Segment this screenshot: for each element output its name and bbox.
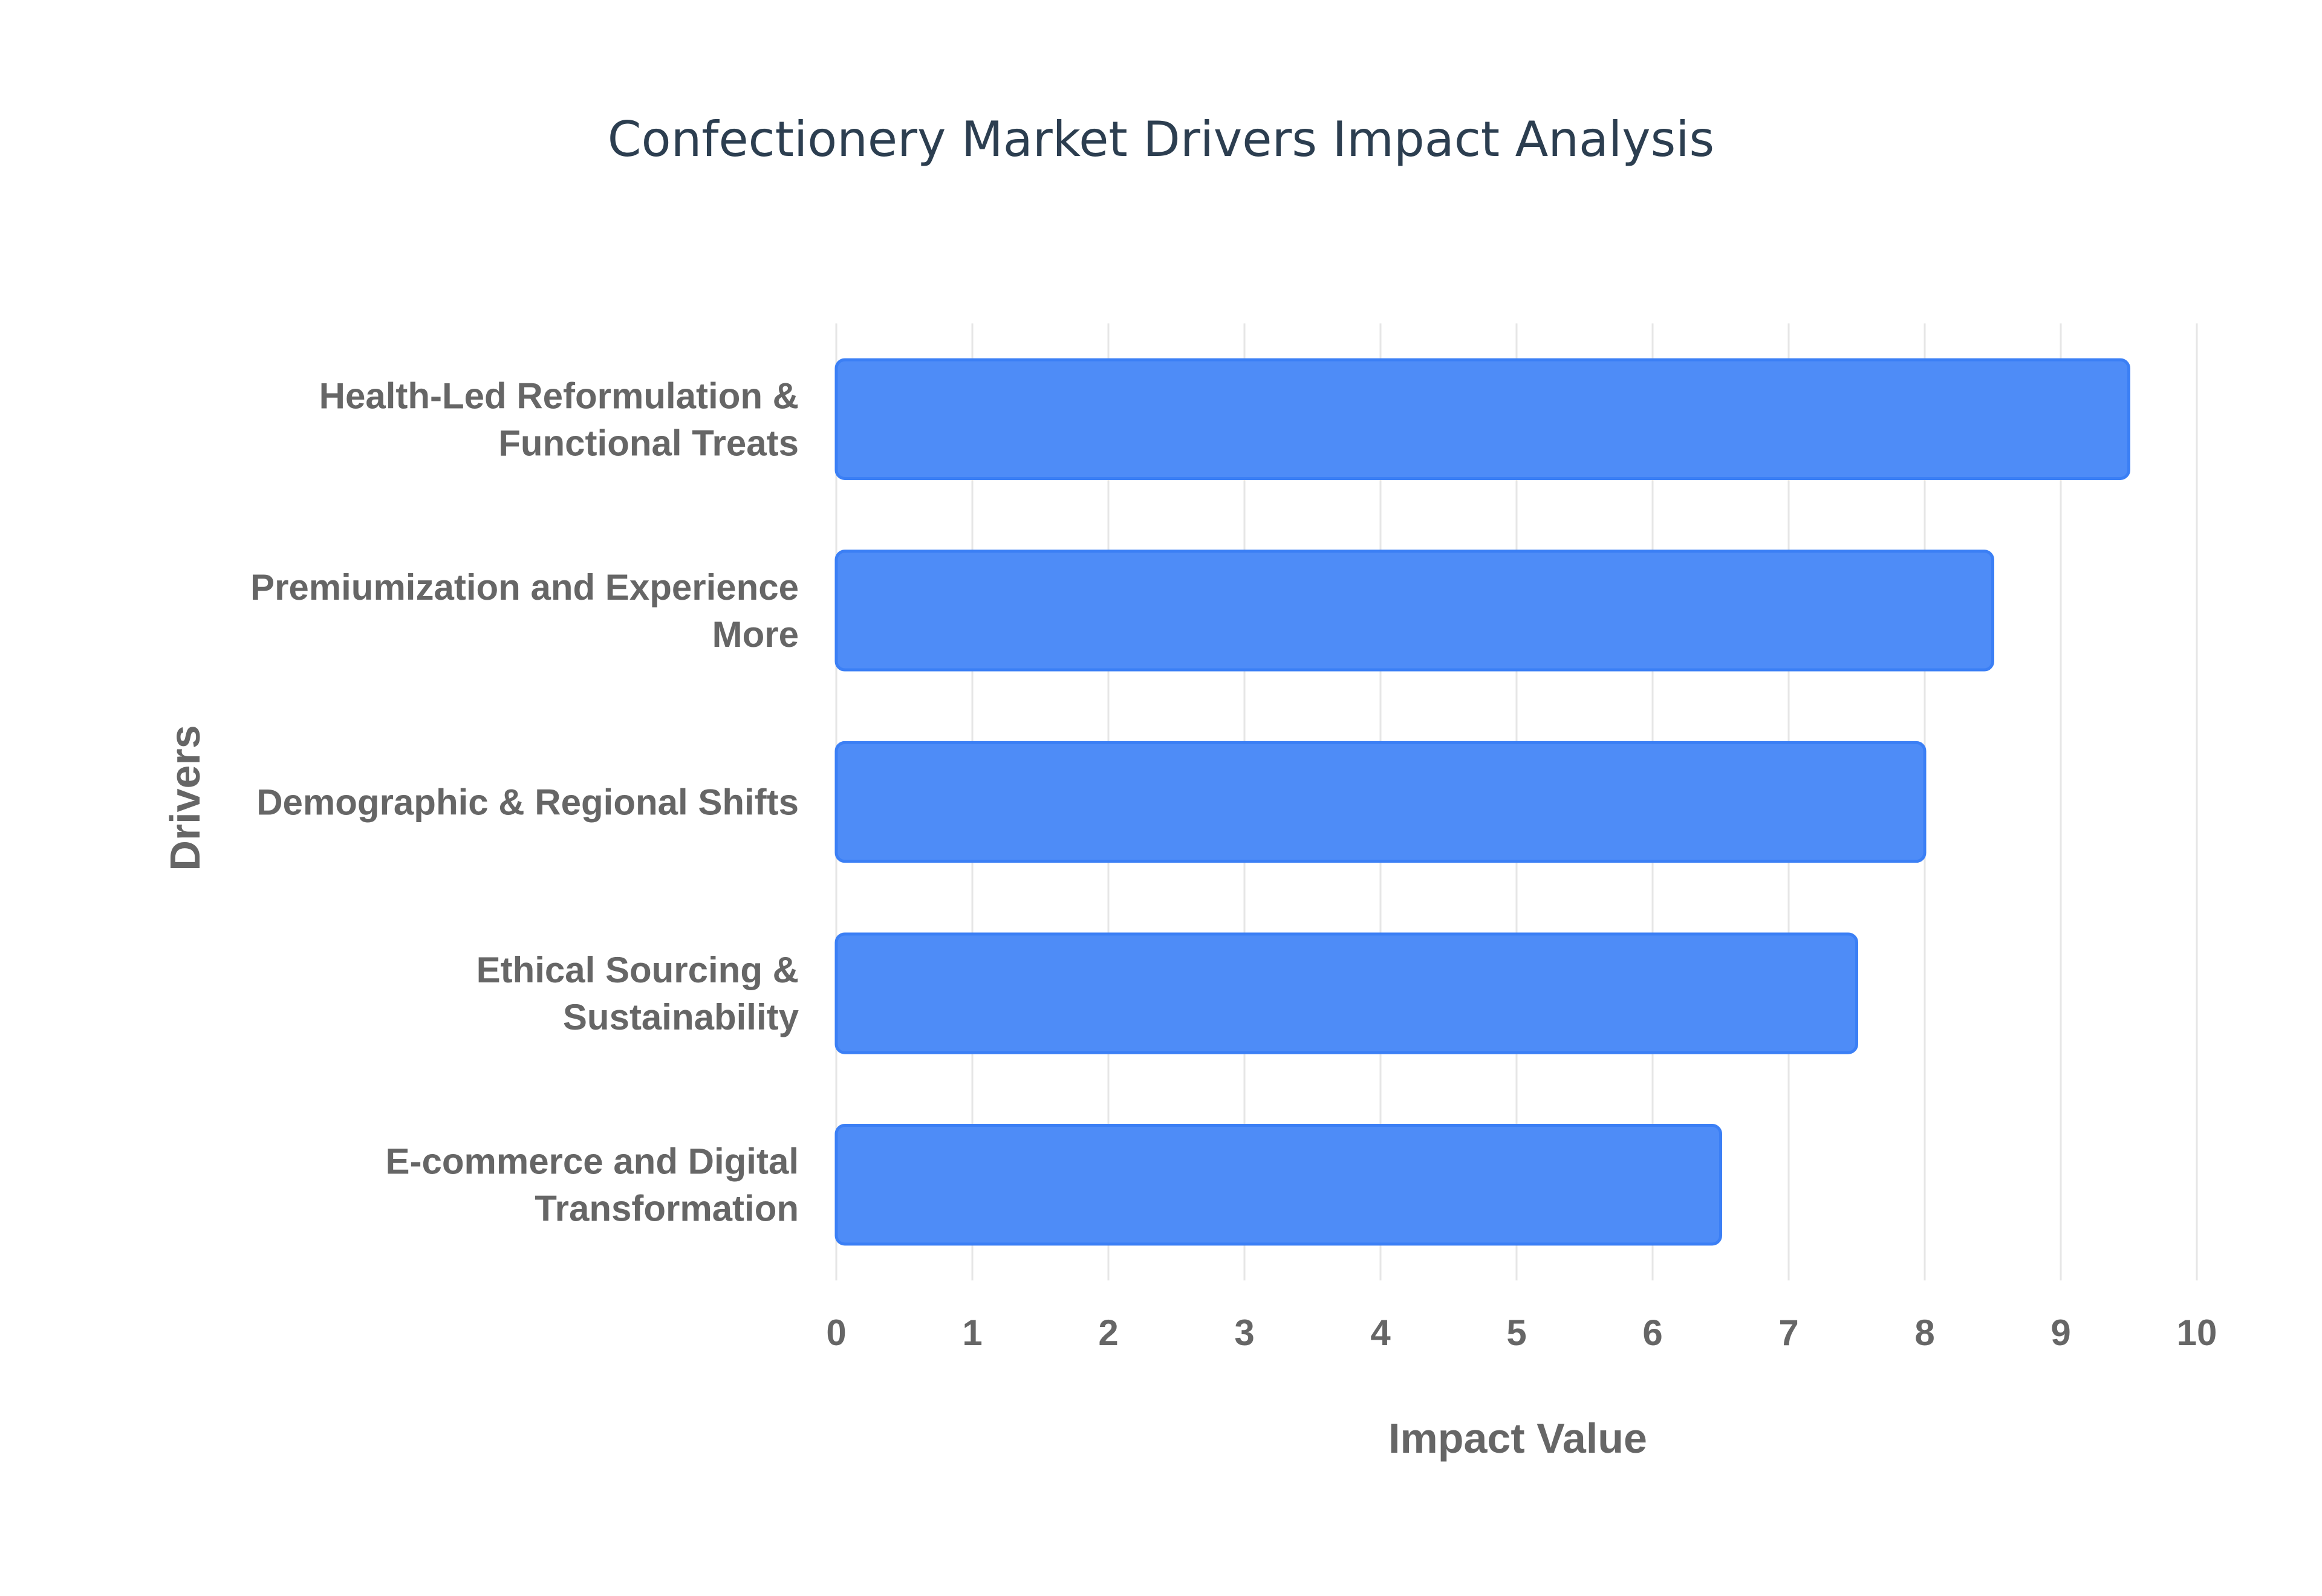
category-label-line: Premiumization and Experience (250, 567, 799, 608)
bar-1 (834, 358, 2130, 480)
bar-2 (834, 550, 1994, 672)
x-tick-label-5: 5 (1506, 1312, 1526, 1353)
category-label-line: E-commerce and Digital (385, 1141, 799, 1182)
category-label-line: Demographic & Regional Shifts (256, 782, 799, 823)
x-tick-label-8: 8 (1914, 1312, 1934, 1353)
x-tick-label-4: 4 (1370, 1312, 1391, 1353)
category-label-line: More (712, 614, 799, 655)
bar-5 (834, 1124, 1722, 1246)
x-tick-label-3: 3 (1234, 1312, 1254, 1353)
category-label-line: Ethical Sourcing & (476, 950, 799, 990)
category-label-1: Health-Led Reformulation & Functional Tre… (319, 375, 799, 463)
x-tick-label-9: 9 (2050, 1312, 2070, 1353)
category-label-4: Ethical Sourcing & Sustainability (476, 950, 799, 1037)
x-tick-label-7: 7 (1778, 1312, 1798, 1353)
category-label-line: Functional Treats (498, 423, 799, 463)
x-tick-label-1: 1 (962, 1312, 982, 1353)
bar-4 (834, 932, 1858, 1054)
y-axis-title: Drivers (161, 725, 209, 871)
category-label-line: Sustainability (563, 997, 799, 1037)
bars (834, 358, 2130, 1246)
category-label-5: E-commerce and Digital Transformation (385, 1141, 799, 1229)
x-tick-label-2: 2 (1098, 1312, 1118, 1353)
category-label-line: Health-Led Reformulation & (319, 375, 799, 416)
x-tick-labels: 0 1 2 3 4 5 6 7 8 9 10 (826, 1312, 2217, 1353)
bar-3 (834, 741, 1927, 863)
x-tick-label-0: 0 (826, 1312, 846, 1353)
category-label-2: Premiumization and Experience More (250, 567, 799, 655)
category-labels: Health-Led Reformulation & Functional Tre… (250, 375, 799, 1228)
category-label-3: Demographic & Regional Shifts (256, 782, 799, 823)
x-axis-title: Impact Value (1388, 1415, 1647, 1462)
x-tick-label-10: 10 (2177, 1312, 2217, 1353)
chart-title: Confectionery Market Drivers Impact Anal… (608, 111, 1714, 167)
category-label-line: Transformation (535, 1189, 799, 1229)
x-tick-label-6: 6 (1642, 1312, 1662, 1353)
